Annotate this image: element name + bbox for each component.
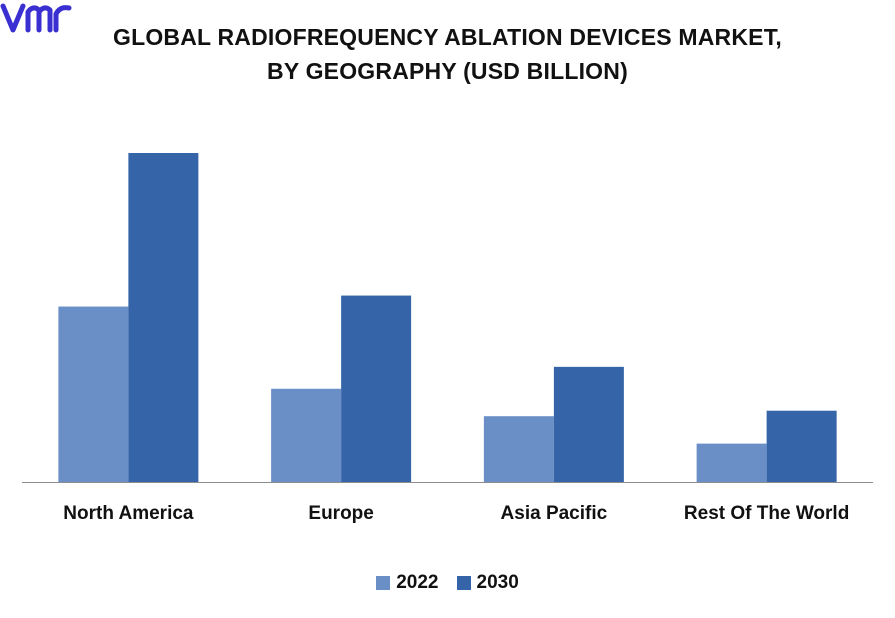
bar-2030-europe: [341, 295, 412, 482]
category-label-asia-pacific: Asia Pacific: [501, 503, 608, 524]
chart-legend: 2022 2030: [0, 572, 895, 594]
legend-label-2022: 2022: [396, 572, 439, 593]
category-label-north-america: North America: [63, 503, 194, 524]
legend-swatch-2022: [376, 576, 391, 590]
legend-item-2030: 2030: [456, 572, 519, 594]
legend-item-2022: 2022: [376, 572, 439, 594]
bar-2022-north-america: [58, 306, 129, 482]
bar-2030-asia-pacific: [553, 366, 624, 482]
chart-title: GLOBAL RADIOFREQUENCY ABLATION DEVICES M…: [0, 20, 895, 88]
category-label-rest-of-the-world: Rest Of The World: [684, 503, 849, 524]
bar-2022-rest-of-the-world: [696, 443, 767, 482]
bar-2030-rest-of-the-world: [766, 410, 837, 482]
chart-title-line-1: GLOBAL RADIOFREQUENCY ABLATION DEVICES M…: [113, 24, 782, 50]
bar-2030-north-america: [128, 153, 199, 482]
chart-title-line-2: BY GEOGRAPHY (USD BILLION): [267, 58, 628, 84]
legend-label-2030: 2030: [476, 572, 519, 593]
bar-2022-europe: [271, 388, 342, 482]
vmr-logo-icon: [0, 3, 72, 33]
category-label-europe: Europe: [308, 503, 373, 524]
bar-2022-asia-pacific: [483, 416, 554, 482]
legend-swatch-2030: [456, 576, 471, 590]
